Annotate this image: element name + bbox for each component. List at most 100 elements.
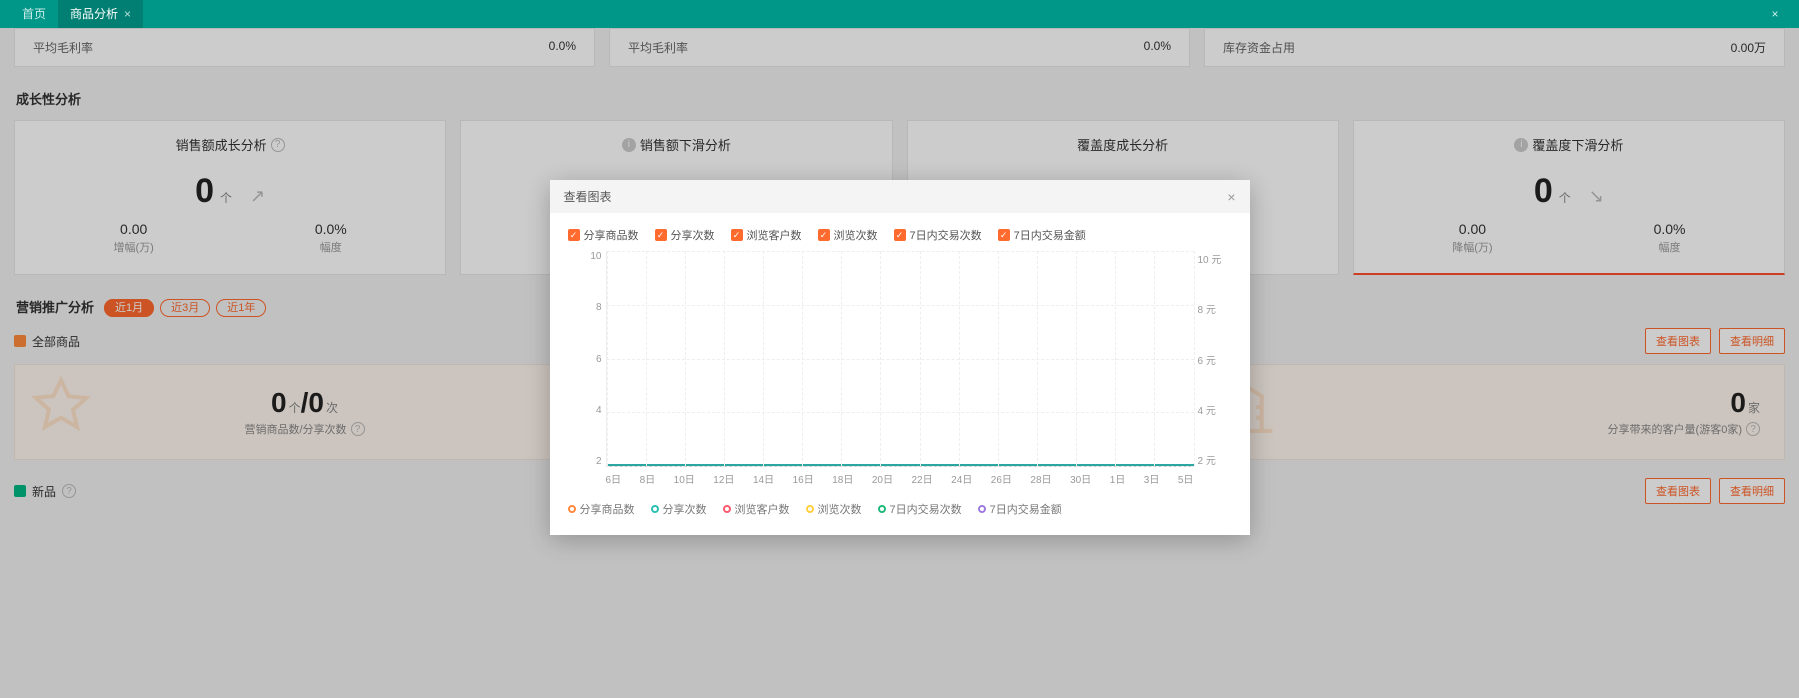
checkbox-icon: ✓: [568, 229, 580, 241]
y-tick: 4 元: [1198, 402, 1232, 417]
legend-item[interactable]: 7日内交易次数: [878, 501, 962, 517]
legend-dot-icon: [723, 505, 731, 513]
x-tick: 22日: [912, 471, 933, 491]
gridline: [763, 251, 764, 466]
legend-label: 7日内交易金额: [990, 501, 1062, 517]
y-tick: 2: [568, 456, 602, 467]
y-axis-right: 10 元 8 元 6 元 4 元 2 元: [1198, 251, 1232, 467]
gridline: [607, 359, 1194, 360]
series-checkbox[interactable]: ✓ 浏览次数: [818, 227, 878, 243]
tab-home[interactable]: 首页: [10, 0, 58, 28]
x-tick: 3日: [1144, 471, 1160, 491]
checkbox-icon: ✓: [818, 229, 830, 241]
x-tick: 16日: [793, 471, 814, 491]
series-checkbox[interactable]: ✓ 分享次数: [655, 227, 715, 243]
gridline: [1076, 251, 1077, 466]
x-tick: 28日: [1030, 471, 1051, 491]
x-tick: 12日: [713, 471, 734, 491]
gridline: [998, 251, 999, 466]
x-tick: 24日: [951, 471, 972, 491]
legend-label: 浏览客户数: [735, 501, 790, 517]
tab-label: 商品分析: [70, 0, 118, 28]
x-tick: 5日: [1178, 471, 1194, 491]
line-chart: 10 8 6 4 2 10 元 8 元 6 元 4 元 2 元 6日 8日 10日 12日 14日 16日…: [568, 251, 1232, 491]
legend-item[interactable]: 分享商品数: [568, 501, 635, 517]
gridline: [724, 251, 725, 466]
legend-label: 分享次数: [663, 501, 707, 517]
gridline: [607, 412, 1194, 413]
checkbox-label: 分享商品数: [584, 227, 639, 243]
gridline: [607, 251, 608, 466]
series-checkbox-row: ✓ 分享商品数 ✓ 分享次数 ✓ 浏览客户数 ✓ 浏览次数 ✓ 7日内交易次数 ✓ 7日内交易金额: [568, 227, 1232, 243]
gridline: [802, 251, 803, 466]
checkbox-icon: ✓: [998, 229, 1010, 241]
gridline: [607, 251, 1194, 252]
series-checkbox[interactable]: ✓ 分享商品数: [568, 227, 639, 243]
checkbox-label: 浏览客户数: [747, 227, 802, 243]
x-tick: 26日: [991, 471, 1012, 491]
tab-product-analysis[interactable]: 商品分析 ×: [58, 0, 143, 28]
modal-close-icon[interactable]: ×: [1227, 189, 1235, 205]
checkbox-icon: ✓: [731, 229, 743, 241]
x-tick: 8日: [640, 471, 656, 491]
legend-dot-icon: [806, 505, 814, 513]
checkbox-label: 7日内交易次数: [910, 227, 982, 243]
y-tick: 10 元: [1198, 251, 1232, 266]
x-tick: 20日: [872, 471, 893, 491]
checkbox-label: 浏览次数: [834, 227, 878, 243]
legend-label: 分享商品数: [580, 501, 635, 517]
top-tab-bar: 首页 商品分析 × ×: [0, 0, 1799, 28]
modal-title: 查看图表: [564, 188, 612, 205]
gridline: [920, 251, 921, 466]
gridline: [841, 251, 842, 466]
x-tick: 18日: [832, 471, 853, 491]
app-close-icon[interactable]: ×: [1761, 7, 1789, 21]
series-checkbox[interactable]: ✓ 7日内交易次数: [894, 227, 982, 243]
legend-dot-icon: [878, 505, 886, 513]
y-axis-left: 10 8 6 4 2: [568, 251, 602, 467]
tab-close-icon[interactable]: ×: [124, 0, 131, 28]
gridline: [607, 466, 1194, 467]
legend-item[interactable]: 7日内交易金额: [978, 501, 1062, 517]
gridline: [646, 251, 647, 466]
y-tick: 4: [568, 405, 602, 416]
legend-dot-icon: [568, 505, 576, 513]
y-tick: 8 元: [1198, 301, 1232, 316]
x-tick: 10日: [674, 471, 695, 491]
legend-item[interactable]: 浏览客户数: [723, 501, 790, 517]
x-tick: 1日: [1110, 471, 1126, 491]
series-checkbox[interactable]: ✓ 浏览客户数: [731, 227, 802, 243]
legend-item[interactable]: 分享次数: [651, 501, 707, 517]
gridline: [1194, 251, 1195, 466]
y-tick: 10: [568, 251, 602, 262]
checkbox-label: 分享次数: [671, 227, 715, 243]
x-tick: 14日: [753, 471, 774, 491]
modal-header: 查看图表 ×: [550, 180, 1250, 213]
y-tick: 6: [568, 354, 602, 365]
legend-dot-icon: [651, 505, 659, 513]
gridline: [1037, 251, 1038, 466]
legend-item[interactable]: 浏览次数: [806, 501, 862, 517]
gridline: [685, 251, 686, 466]
gridline: [959, 251, 960, 466]
y-tick: 2 元: [1198, 452, 1232, 467]
checkbox-label: 7日内交易金额: [1014, 227, 1086, 243]
chart-plot-area: [606, 251, 1194, 467]
gridline: [1154, 251, 1155, 466]
checkbox-icon: ✓: [894, 229, 906, 241]
gridline: [880, 251, 881, 466]
chart-legend: 分享商品数 分享次数 浏览客户数 浏览次数 7日内交易次数 7日内交易金额: [568, 501, 1232, 517]
legend-label: 7日内交易次数: [890, 501, 962, 517]
chart-modal: 查看图表 × ✓ 分享商品数 ✓ 分享次数 ✓ 浏览客户数 ✓ 浏览次数 ✓ 7日内交易次数 ✓ 7日…: [550, 180, 1250, 535]
y-tick: 8: [568, 302, 602, 313]
legend-dot-icon: [978, 505, 986, 513]
checkbox-icon: ✓: [655, 229, 667, 241]
series-checkbox[interactable]: ✓ 7日内交易金额: [998, 227, 1086, 243]
legend-label: 浏览次数: [818, 501, 862, 517]
y-tick: 6 元: [1198, 352, 1232, 367]
x-axis: 6日 8日 10日 12日 14日 16日 18日 20日 22日 24日 26日 28日 30日 1日 3…: [606, 471, 1194, 491]
gridline: [1115, 251, 1116, 466]
gridline: [607, 305, 1194, 306]
x-tick: 30日: [1070, 471, 1091, 491]
x-tick: 6日: [606, 471, 622, 491]
